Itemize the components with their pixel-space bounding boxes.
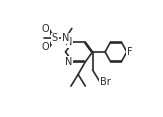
Text: N: N (62, 33, 69, 43)
Text: N: N (65, 37, 72, 47)
Text: Br: Br (100, 77, 111, 87)
Text: N: N (65, 57, 72, 67)
Text: O: O (41, 42, 49, 52)
Text: S: S (52, 33, 58, 43)
Text: F: F (127, 47, 133, 57)
Text: O: O (41, 24, 49, 34)
